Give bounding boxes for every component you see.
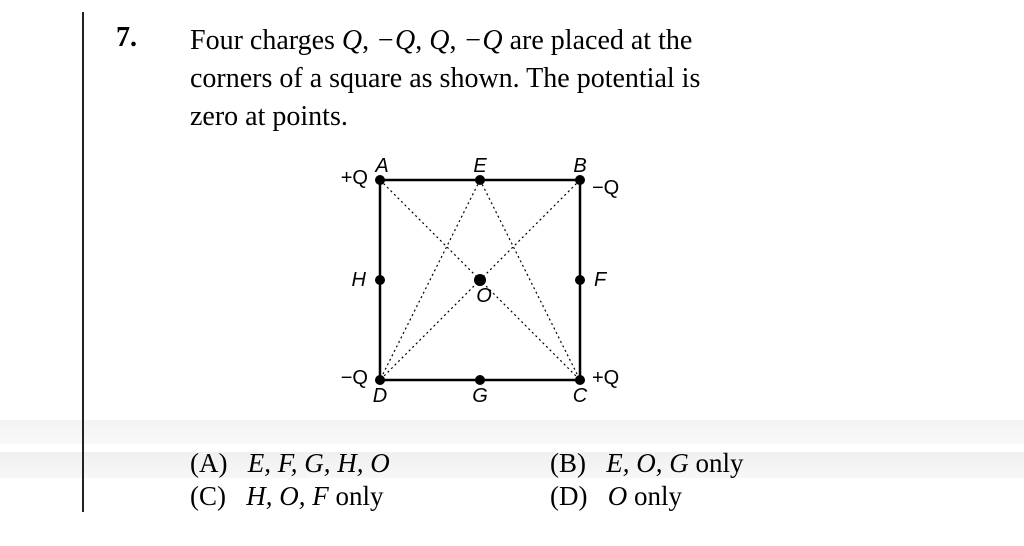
diagram-svg: A B C D E F G H O +Q −Q +Q −Q: [320, 150, 640, 430]
label-f: F: [594, 269, 608, 291]
question-line-2: corners of a square as shown. The potent…: [190, 60, 910, 98]
options-row-2: (C) H, O, F only (D) O only: [190, 481, 950, 512]
option-a: (A) E, F, G, H, O: [190, 448, 550, 479]
text-fragment: are placed at the: [503, 25, 693, 56]
options-row-1: (A) E, F, G, H, O (B) E, O, G only: [190, 448, 950, 479]
option-tag: (D): [550, 481, 587, 511]
option-letters: H, O, F: [246, 481, 329, 511]
option-tag: (C): [190, 481, 226, 511]
charge-c: +Q: [592, 367, 619, 389]
option-c: (C) H, O, F only: [190, 481, 550, 512]
question-line-1: Four charges Q, −Q, Q, −Q are placed at …: [190, 22, 910, 60]
point-c: [575, 375, 585, 385]
option-tag: (A): [190, 448, 227, 478]
diagram: A B C D E F G H O +Q −Q +Q −Q: [320, 150, 640, 430]
point-g: [475, 375, 485, 385]
option-space: [594, 481, 601, 511]
point-f: [575, 275, 585, 285]
question-text: Four charges Q, −Q, Q, −Q are placed at …: [190, 22, 910, 135]
text-fragment: ,: [362, 25, 376, 56]
charge-symbol: −Q: [376, 25, 415, 56]
question-line-3: zero at points.: [190, 98, 910, 136]
charge-symbol: Q: [429, 25, 449, 56]
label-e: E: [473, 155, 487, 177]
charge-symbol: −Q: [464, 25, 503, 56]
option-letters: E, F, G, H, O: [248, 448, 390, 478]
text-fragment: Four charges: [190, 25, 342, 56]
option-space: [233, 481, 240, 511]
label-d: D: [373, 385, 387, 407]
option-letters: E, O, G: [606, 448, 689, 478]
option-letters: O: [608, 481, 628, 511]
option-b: (B) E, O, G only: [550, 448, 910, 479]
text-fragment: ,: [415, 25, 429, 56]
text-fragment: ,: [450, 25, 464, 56]
label-c: C: [573, 385, 588, 407]
label-h: H: [352, 269, 367, 291]
charge-d: −Q: [341, 367, 368, 389]
option-d: (D) O only: [550, 481, 910, 512]
charge-a: +Q: [341, 167, 368, 189]
page: 7. Four charges Q, −Q, Q, −Q are placed …: [0, 0, 1024, 546]
left-margin-rule: [82, 12, 84, 512]
label-b: B: [573, 155, 586, 177]
option-tail: only: [329, 481, 384, 511]
dotted-e-d: [380, 180, 480, 380]
label-a: A: [374, 155, 388, 177]
charge-b: −Q: [592, 177, 619, 199]
option-space: [593, 448, 600, 478]
point-d: [375, 375, 385, 385]
option-space: [234, 448, 241, 478]
charge-symbol: Q: [342, 25, 362, 56]
label-g: G: [472, 385, 488, 407]
options-block: (A) E, F, G, H, O (B) E, O, G only (C) H…: [190, 448, 950, 514]
option-tail: only: [627, 481, 682, 511]
point-h: [375, 275, 385, 285]
option-tag: (B): [550, 448, 586, 478]
label-o: O: [476, 285, 492, 307]
question-number: 7.: [116, 22, 137, 54]
dotted-e-c: [480, 180, 580, 380]
option-tail: only: [689, 448, 744, 478]
